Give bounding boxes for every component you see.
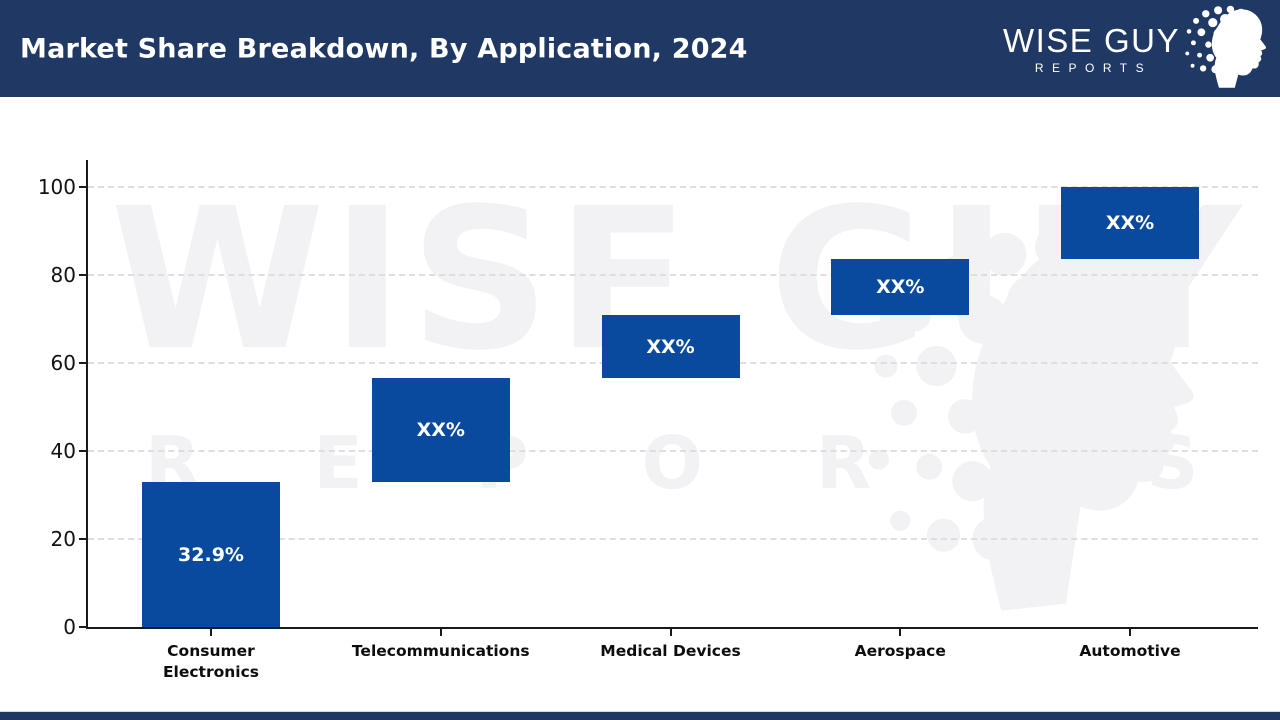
bar-value-label: XX% [1105, 212, 1155, 235]
header-bar: Market Share Breakdown, By Application, … [0, 0, 1280, 97]
y-axis-line [86, 160, 88, 629]
category-label: Consumer Electronics [162, 642, 260, 681]
y-axis-tick [79, 450, 88, 452]
y-axis-tick [79, 538, 88, 540]
logo-subtext: REPORTS [1034, 60, 1153, 75]
category-label: Automotive [1079, 642, 1181, 660]
bar [601, 315, 740, 379]
bar-value-label: XX% [876, 276, 925, 299]
bar-value-label: XX% [646, 335, 695, 358]
wise-guy-logo: WISE GUY REPORTS [1003, 5, 1270, 92]
x-axis-tick [210, 629, 212, 636]
category-label: Medical Devices [600, 642, 741, 660]
gridline [88, 450, 1258, 452]
bar [142, 482, 280, 627]
logo-wordmark-text: WISE GUY [1002, 21, 1180, 59]
watermark-face-icon [868, 227, 1194, 611]
y-axis-tick [79, 626, 88, 628]
y-axis-tick [79, 186, 88, 188]
x-axis-tick [1129, 629, 1131, 636]
plot-area: WISE GUY R E P O R T S 0 20 40 60 80 100 32.9%… [0, 97, 1280, 712]
y-axis-tick-label: 60 [50, 351, 76, 375]
x-axis-tick [899, 629, 902, 636]
x-axis-tick [439, 629, 442, 636]
footer-bar [0, 711, 1280, 720]
gridline [88, 186, 1258, 188]
bar-value-label: 32.9% [178, 543, 244, 566]
logo-wordmark: WISE GUY REPORTS [1003, 24, 1180, 75]
x-axis-tick [669, 629, 672, 636]
bar [1061, 187, 1199, 260]
y-axis-tick [79, 362, 88, 364]
y-axis-tick-label: 100 [37, 175, 76, 199]
page-title: Market Share Breakdown, By Application, … [20, 33, 748, 64]
bar [371, 378, 510, 483]
logo-face-icon [1185, 5, 1266, 88]
y-axis-tick-label: 20 [50, 527, 76, 551]
x-axis-line [86, 627, 1258, 629]
bar-value-label: XX% [416, 419, 465, 442]
y-axis-tick-label: 40 [50, 439, 76, 463]
bar [831, 259, 970, 316]
gridline [88, 274, 1258, 276]
category-label: Telecommunications [351, 642, 530, 660]
gridline [88, 538, 1258, 540]
y-axis-tick-label: 0 [63, 615, 76, 639]
category-label: Aerospace [854, 642, 946, 660]
y-axis-tick [79, 274, 88, 276]
y-axis-tick-label: 80 [50, 263, 76, 287]
